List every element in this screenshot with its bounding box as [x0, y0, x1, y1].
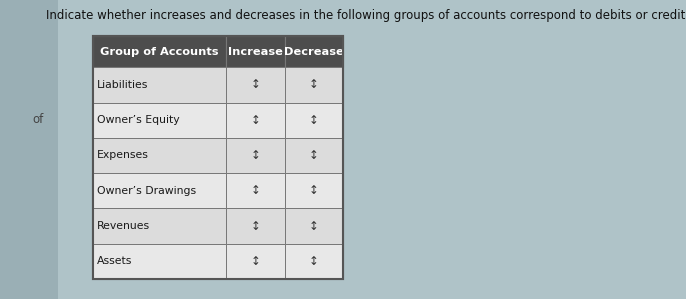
- Bar: [226, 103, 285, 138]
- Bar: [93, 67, 226, 103]
- Text: Decrease: Decrease: [284, 47, 344, 57]
- Text: ↕: ↕: [250, 255, 261, 268]
- Text: ↕: ↕: [309, 149, 319, 162]
- Bar: [93, 244, 226, 279]
- Bar: [285, 67, 343, 103]
- Text: Increase: Increase: [228, 47, 283, 57]
- Bar: [285, 103, 343, 138]
- Bar: [226, 244, 285, 279]
- Text: ↕: ↕: [250, 184, 261, 197]
- Bar: [226, 208, 285, 244]
- Bar: [0, 0, 58, 299]
- Text: Owner’s Equity: Owner’s Equity: [97, 115, 179, 125]
- Text: ↕: ↕: [250, 78, 261, 91]
- Bar: [285, 36, 343, 67]
- Bar: [226, 67, 285, 103]
- Text: Group of Accounts: Group of Accounts: [100, 47, 219, 57]
- Text: ↕: ↕: [309, 219, 319, 233]
- Bar: [285, 173, 343, 208]
- Bar: [285, 138, 343, 173]
- Bar: [226, 173, 285, 208]
- Text: ↕: ↕: [250, 219, 261, 233]
- Text: ↕: ↕: [309, 78, 319, 91]
- Bar: [226, 36, 285, 67]
- Bar: [226, 138, 285, 173]
- Bar: [93, 36, 343, 279]
- Text: Assets: Assets: [97, 256, 132, 266]
- Bar: [93, 138, 226, 173]
- Bar: [93, 36, 343, 279]
- Text: Expenses: Expenses: [97, 150, 149, 161]
- Bar: [93, 173, 226, 208]
- Bar: [93, 36, 226, 67]
- Text: ↕: ↕: [309, 114, 319, 127]
- Text: Indicate whether increases and decreases in the following groups of accounts cor: Indicate whether increases and decreases…: [46, 9, 686, 22]
- Text: Owner’s Drawings: Owner’s Drawings: [97, 186, 196, 196]
- Text: Revenues: Revenues: [97, 221, 150, 231]
- Bar: [93, 208, 226, 244]
- Bar: [93, 103, 226, 138]
- Text: ↕: ↕: [309, 184, 319, 197]
- Text: ↕: ↕: [250, 114, 261, 127]
- Bar: [285, 208, 343, 244]
- Text: ↕: ↕: [309, 255, 319, 268]
- Bar: [285, 244, 343, 279]
- Text: of: of: [32, 113, 43, 126]
- Text: ↕: ↕: [250, 149, 261, 162]
- Text: Liabilities: Liabilities: [97, 80, 148, 90]
